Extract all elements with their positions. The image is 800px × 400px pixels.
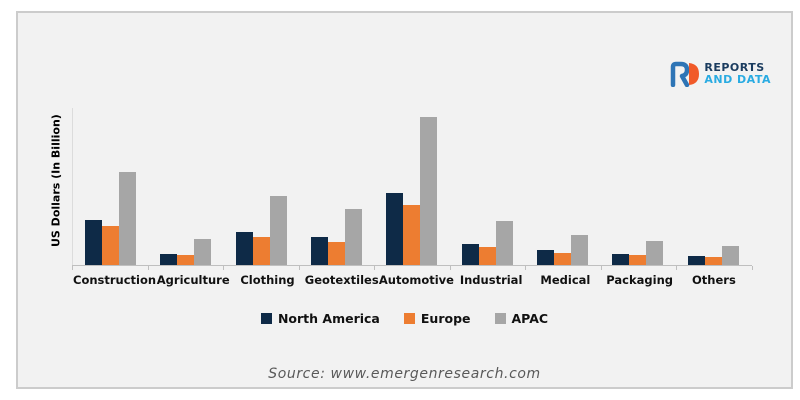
bar-europe-agriculture [177, 255, 195, 265]
bar-north-america-construction [85, 220, 103, 265]
bar-group-clothing [224, 110, 299, 265]
y-axis-title: US Dollars (In Billion) [49, 114, 63, 247]
x-axis-tick [676, 266, 678, 270]
x-axis-tick [752, 266, 753, 270]
chart-frame: REPORTS AND DATA US Dollars (In Billion)… [16, 11, 793, 389]
logo-line-reports: REPORTS [704, 61, 765, 75]
bar-europe-automotive [403, 205, 421, 265]
x-axis-label-automotive: Automotive [378, 273, 454, 287]
legend-swatch-north-america [260, 313, 272, 324]
bar-group-medical [525, 110, 600, 265]
legend-label-apac: APAC [511, 311, 549, 326]
logo-text: REPORTS AND DATA [704, 62, 771, 85]
reports-and-data-logo: REPORTS AND DATA [668, 61, 771, 87]
bar-north-america-agriculture [160, 254, 178, 265]
bar-apac-agriculture [194, 239, 212, 265]
y-axis-line [72, 108, 73, 265]
logo-r-shape [671, 61, 690, 87]
x-axis-label-industrial: Industrial [459, 273, 523, 287]
bar-europe-clothing [252, 237, 270, 265]
bar-apac-construction [119, 172, 137, 265]
x-axis-label-agriculture: Agriculture [156, 273, 230, 287]
x-axis-line [72, 265, 752, 266]
bar-europe-medical [554, 253, 572, 265]
bar-north-america-medical [537, 250, 555, 265]
legend-swatch-europe [403, 313, 415, 324]
bar-europe-others [704, 257, 722, 265]
bar-north-america-automotive [386, 193, 404, 265]
bar-north-america-others [687, 256, 705, 265]
x-axis-label-packaging: Packaging [606, 273, 673, 287]
x-axis-tick [374, 266, 376, 270]
bar-apac-clothing [269, 196, 287, 265]
x-axis-tick [600, 266, 602, 270]
bar-north-america-clothing [235, 232, 253, 265]
x-axis-tick [449, 266, 451, 270]
legend-label-north-america: North America [277, 311, 380, 326]
bar-group-industrial [450, 110, 525, 265]
bar-apac-automotive [420, 117, 438, 265]
x-axis-label-construction: Construction [73, 273, 157, 287]
x-axis-tick [298, 266, 300, 270]
bar-apac-industrial [495, 221, 513, 265]
bar-apac-geotextiles [345, 209, 363, 265]
x-axis-tick [525, 266, 527, 270]
plot-area [73, 110, 751, 265]
bar-north-america-packaging [612, 254, 630, 265]
bar-europe-geotextiles [328, 242, 346, 265]
x-axis-label-others: Others [692, 273, 736, 287]
bar-group-construction [73, 110, 148, 265]
bar-north-america-industrial [461, 244, 479, 265]
legend-item-apac: APAC [494, 311, 549, 326]
bar-apac-others [721, 246, 739, 265]
bar-group-automotive [374, 110, 449, 265]
bar-north-america-geotextiles [311, 237, 329, 265]
source-note: Source: www.emergenresearch.com [268, 366, 541, 382]
legend-item-europe: Europe [403, 311, 471, 326]
x-axis-label-clothing: Clothing [240, 273, 295, 287]
bar-europe-packaging [629, 255, 647, 265]
legend-swatch-apac [494, 313, 506, 324]
x-axis-tick [72, 266, 73, 270]
rd-logo-mark [671, 61, 700, 87]
bar-group-agriculture [148, 110, 223, 265]
bar-group-geotextiles [299, 110, 374, 265]
x-axis-tick [147, 266, 149, 270]
bar-apac-medical [571, 235, 589, 265]
bar-europe-construction [102, 226, 120, 265]
x-axis-labels: Construction Agriculture Clothing Geotextil… [73, 273, 751, 287]
x-axis-label-geotextiles: Geotextiles [304, 273, 379, 287]
x-axis-label-medical: Medical [540, 273, 591, 287]
bar-europe-industrial [478, 247, 496, 265]
legend-label-europe: Europe [420, 311, 471, 326]
x-axis-tick [223, 266, 225, 270]
bar-apac-packaging [646, 241, 664, 265]
logo-line-anddata: AND DATA [704, 73, 771, 86]
logo-d-shape [689, 63, 700, 85]
bar-group-others [676, 110, 751, 265]
bar-group-packaging [600, 110, 675, 265]
legend: North America Europe APAC [18, 311, 791, 326]
legend-item-north-america: North America [260, 311, 380, 326]
